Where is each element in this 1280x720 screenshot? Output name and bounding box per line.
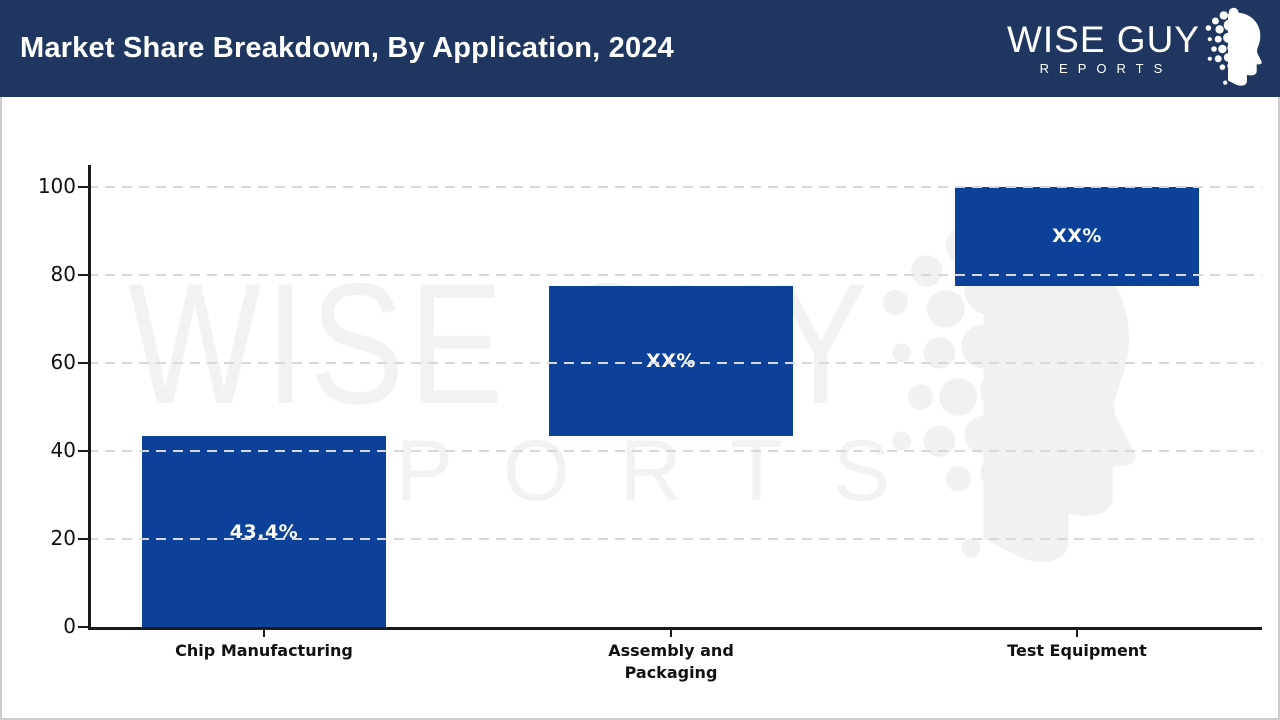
y-tick-mark [78,538,88,540]
bar-segment-3: XX% [955,187,1199,286]
x-axis [88,627,1262,630]
logo-head-icon [1205,7,1262,86]
x-category-label: Assembly and Packaging [608,641,734,682]
y-tick-mark [78,626,88,628]
bar-segment-2: XX% [549,285,793,437]
gridline [88,186,1262,188]
y-tick-mark [78,362,88,364]
y-tick-label: 100 [37,174,76,198]
gridline [88,274,1262,276]
y-tick-label: 80 [50,262,76,286]
logo-text: WISE GUY REPORTS [1007,21,1200,76]
y-tick-label: 40 [50,438,76,462]
y-tick-mark [78,274,88,276]
gridline [88,450,1262,452]
y-axis [88,165,91,630]
x-tick-mark [670,630,672,637]
x-tick-mark [263,630,265,637]
logo-wordmark: WISE GUY [1006,19,1200,60]
bar-value-label: 43.4% [229,520,299,543]
y-tick-label: 60 [50,350,76,374]
chart-title: Market Share Breakdown, By Application, … [20,32,674,64]
wise-guy-logo: WISE GUY REPORTS [1007,7,1270,91]
y-tick-mark [78,450,88,452]
x-category-label: Test Equipment [1007,641,1147,660]
gridline [88,362,1262,364]
bar-value-label: XX% [646,349,696,372]
y-tick-mark [78,186,88,188]
bar-segment-1: 43.4% [142,436,386,627]
y-tick-label: 0 [63,614,76,638]
bar-value-label: XX% [1052,225,1102,248]
gridline [88,538,1262,540]
header: Market Share Breakdown, By Application, … [0,0,1280,97]
y-tick-label: 20 [50,526,76,550]
logo-subtext: REPORTS [1039,61,1173,76]
x-category-label: Chip Manufacturing [175,641,353,660]
x-tick-mark [1076,630,1078,637]
